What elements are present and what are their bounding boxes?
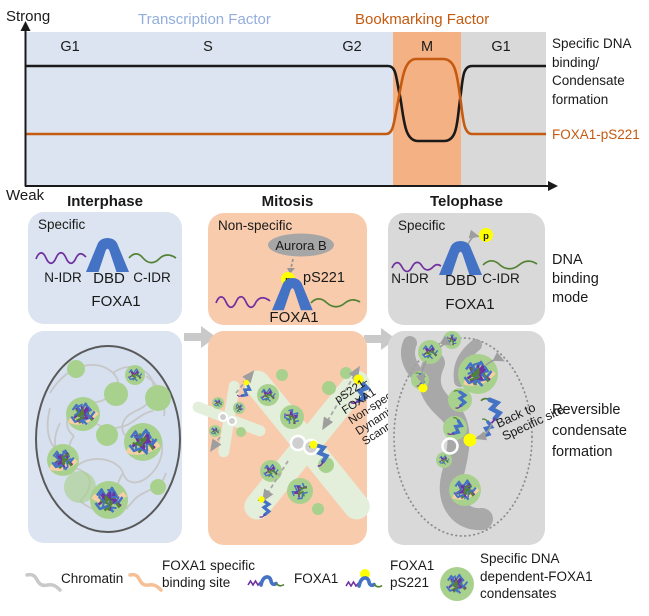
specific-binding-curve <box>25 64 546 143</box>
telophase-foxa1-cartoon: Specific p N-IDR DBD C-IDR FOXA1 <box>391 218 538 313</box>
specific-site-ring-icon <box>441 437 459 455</box>
n-idr-label: N-IDR <box>44 270 82 285</box>
interphase-nucleus <box>35 345 181 533</box>
foxa1-condensate <box>66 397 100 431</box>
legend-foxa1-label: FOXA1 <box>294 571 339 586</box>
foxa1-condensate <box>124 423 162 461</box>
phase-label-s: S <box>203 39 213 55</box>
phase-label-g2: G2 <box>342 39 361 55</box>
y-axis-bottom-label: Weak <box>6 187 45 204</box>
y-axis-top-label: Strong <box>6 8 51 25</box>
phosphorylation-arrow <box>290 258 294 269</box>
c-idr-wave-icon <box>128 253 177 264</box>
phosphorylation-arrowhead-icon <box>287 268 295 274</box>
mitosis-foxa1-cartoon: Non-specific Aurora B p pS221 FOXA1 <box>215 218 361 326</box>
telophase-condensate-panel <box>388 331 545 545</box>
protein-label: FOXA1 <box>91 293 140 310</box>
n-idr-label: N-IDR <box>391 271 429 286</box>
binding-mode-tag: Specific <box>38 217 86 232</box>
column-title-interphase: Interphase <box>67 193 143 210</box>
reforming-envelope-outline <box>393 337 533 537</box>
foxa1-ps221-icon <box>345 569 383 588</box>
y-axis-arrowhead-icon <box>20 21 31 31</box>
interphase-foxa1-cartoon: Specific N-IDR DBD C-IDR FOXA1 <box>35 217 177 310</box>
phase-label-g1: G1 <box>60 39 79 55</box>
x-axis-arrowhead-icon <box>548 181 558 191</box>
interphase-band <box>25 32 393 186</box>
bookmarking-factor-label: Bookmarking Factor <box>355 11 490 28</box>
dbd-label: DBD <box>93 270 125 287</box>
foxa1-condensate <box>125 365 145 385</box>
binding-site-icon <box>128 572 163 592</box>
ps221-label: pS221 <box>303 270 345 286</box>
c-idr-wave-icon <box>482 260 538 270</box>
c-idr-wave-icon <box>310 298 361 308</box>
next-g1-band <box>461 32 546 186</box>
binding-mode-tag: Specific <box>398 218 446 233</box>
dbd-domain-icon <box>86 238 129 272</box>
reforming-condensates <box>411 331 498 506</box>
centromere-icon <box>218 412 228 422</box>
condensate-icon <box>440 567 474 601</box>
telophase-nucleus <box>393 331 533 537</box>
interphase-condensate-panel <box>28 331 182 543</box>
legend-chromatin-label: Chromatin <box>61 571 124 586</box>
legend-foxa1-ps221-label: FOXA1 pS221 <box>390 558 435 590</box>
interphase-binding-panel: Specific N-IDR DBD C-IDR FOXA1 <box>28 212 182 324</box>
foxa1-icon <box>247 575 285 587</box>
released-phospho-icon <box>418 383 428 393</box>
reversible-condensate-label: Reversible condensate formation <box>552 402 627 460</box>
mitosis-band <box>393 32 461 186</box>
chromatin-icon <box>25 572 62 592</box>
transcription-factor-label: Transcription Factor <box>138 11 271 28</box>
n-idr-wave-icon <box>215 295 271 309</box>
column-title-mitosis: Mitosis <box>261 193 314 210</box>
mitosis-condensate-panel <box>190 331 376 545</box>
binding-mode-tag: Non-specific <box>218 218 293 233</box>
phase-label-m: M <box>421 39 433 55</box>
free-foxa1-ps221-molecules <box>234 374 369 519</box>
plain-condensates <box>64 360 171 503</box>
c-idr-label: C-IDR <box>482 271 520 286</box>
dbd-label: DBD <box>445 272 477 289</box>
foxa1-condensate <box>47 444 79 476</box>
column-title-telophase: Telophase <box>429 193 504 210</box>
aurora-b-kinase-icon <box>268 233 334 257</box>
mitosis-binding-panel: Non-specific Aurora B p pS221 FOXA1 <box>208 213 367 326</box>
n-idr-wave-icon <box>391 261 442 273</box>
foxa1-ps221-curve <box>25 57 546 136</box>
specific-binding-curve-label: Specific DNA binding/ Condensate formati… <box>552 36 632 107</box>
scanning-arrows <box>210 365 360 503</box>
dephosphorylation-arrow <box>467 229 480 245</box>
phospho-p-label: p <box>483 231 489 242</box>
return-arrows <box>415 335 505 441</box>
dbd-domain-icon <box>439 241 482 275</box>
mitotic-chromosomes <box>190 365 376 525</box>
protein-label: FOXA1 <box>269 309 318 326</box>
protein-label: FOXA1 <box>445 296 494 313</box>
cell-cycle-chart: G1 S G2 M G1 <box>20 21 558 191</box>
centromere-icon <box>227 416 237 426</box>
legend-condensate-label: Specific DNA dependent-FOXA1 condensates <box>480 551 593 601</box>
c-idr-label: C-IDR <box>133 270 171 285</box>
foxa1-condensate <box>90 481 128 519</box>
aurora-b-label: Aurora B <box>275 238 326 253</box>
dna-binding-mode-label: DNA binding mode <box>552 252 599 306</box>
phase-label-g1b: G1 <box>491 39 510 55</box>
released-phospho-icon <box>463 433 477 447</box>
released-phospho-icon <box>479 228 493 242</box>
telophase-binding-panel: Specific p N-IDR DBD C-IDR FOXA1 <box>388 213 545 325</box>
n-idr-wave-icon <box>35 251 87 265</box>
legend-binding-site-label: FOXA1 specific binding site <box>162 558 256 590</box>
foxa1-ps221-curve-label: FOXA1-pS221 <box>552 127 640 142</box>
